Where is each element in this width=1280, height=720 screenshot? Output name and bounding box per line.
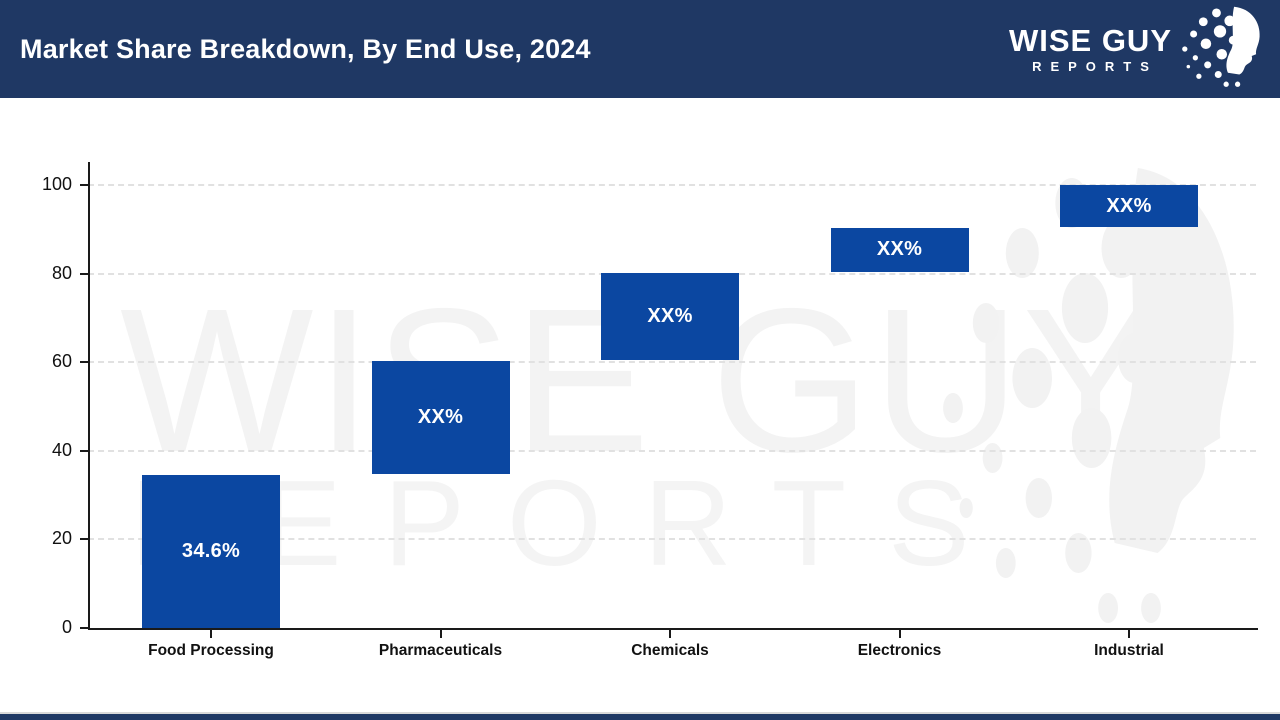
bar-value-label: XX% bbox=[876, 238, 923, 261]
x-category-label: Pharmaceuticals bbox=[378, 642, 503, 659]
footer-bar bbox=[0, 712, 1280, 720]
x-category-label: Industrial bbox=[1094, 642, 1164, 659]
bar-value-label: XX% bbox=[647, 304, 693, 327]
bar-industrial: XX% bbox=[1060, 185, 1198, 228]
report-header: Market Share Breakdown, By End Use, 2024… bbox=[0, 0, 1280, 98]
gridline-60 bbox=[88, 361, 1256, 364]
bar-food-processing: 34.6% bbox=[142, 474, 280, 628]
x-tick-3 bbox=[898, 630, 901, 638]
x-category-label: Chemicals bbox=[631, 642, 709, 659]
y-axis-line bbox=[88, 162, 90, 630]
y-tick-100 bbox=[80, 184, 88, 186]
logo-wordmark: WISE GUY bbox=[1008, 22, 1172, 58]
bar-pharmaceuticals: XX% bbox=[371, 361, 510, 474]
y-tick-label-0: 0 bbox=[61, 617, 72, 637]
gridline-40 bbox=[88, 449, 1256, 452]
bar-chemicals: XX% bbox=[601, 272, 739, 360]
gridline-20 bbox=[88, 538, 1256, 541]
bar-electronics: XX% bbox=[830, 227, 969, 273]
logo-head-icon bbox=[1182, 6, 1260, 87]
y-tick-40 bbox=[80, 449, 88, 452]
x-tick-2 bbox=[669, 630, 671, 638]
logo-sub-wordmark: REPORTS bbox=[1032, 58, 1158, 74]
y-tick-20 bbox=[80, 538, 88, 541]
chart-area: WISE GUY REPORTS 0 20 40 60 80 100 34.6% Food P… bbox=[0, 98, 1280, 714]
plot: 0 20 40 60 80 100 34.6% Food Processing XX% Pharm… bbox=[0, 98, 1280, 714]
bar-value-label: 34.6% bbox=[181, 539, 241, 562]
y-tick-label-40: 40 bbox=[51, 439, 72, 460]
wiseguy-logo: WISE GUY REPORTS bbox=[1009, 5, 1280, 93]
y-tick-60 bbox=[80, 361, 88, 364]
gridline-100 bbox=[88, 184, 1256, 186]
y-tick-label-100: 100 bbox=[41, 174, 72, 194]
y-tick-label-60: 60 bbox=[51, 351, 72, 372]
bar-value-label: XX% bbox=[417, 406, 464, 429]
x-axis-line bbox=[88, 628, 1258, 630]
y-tick-label-80: 80 bbox=[51, 262, 72, 283]
bar-value-label: XX% bbox=[1106, 194, 1152, 217]
y-tick-0 bbox=[80, 627, 88, 629]
x-tick-0 bbox=[210, 630, 212, 638]
x-category-label: Electronics bbox=[857, 642, 942, 659]
chart-title: Market Share Breakdown, By End Use, 2024 bbox=[20, 33, 591, 64]
x-tick-4 bbox=[1128, 630, 1130, 638]
y-tick-80 bbox=[80, 272, 88, 275]
y-tick-label-20: 20 bbox=[51, 528, 72, 549]
x-tick-1 bbox=[439, 630, 442, 638]
x-category-label: Food Processing bbox=[148, 642, 274, 659]
